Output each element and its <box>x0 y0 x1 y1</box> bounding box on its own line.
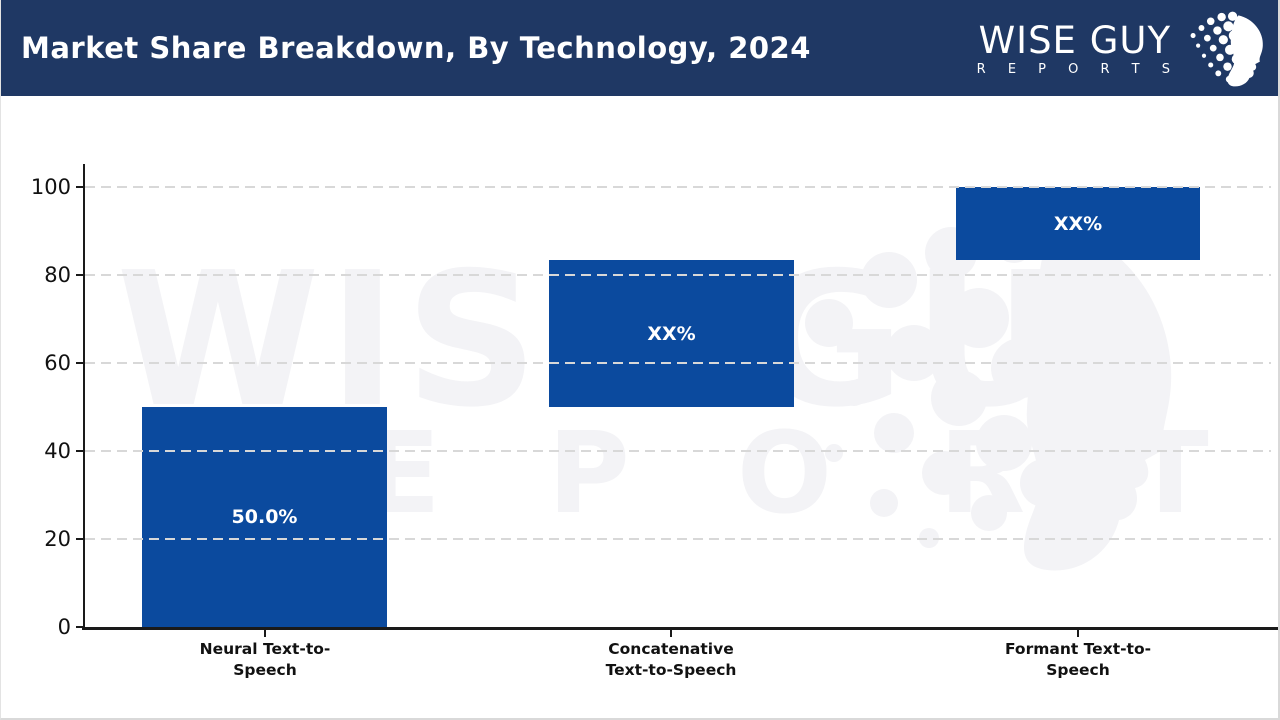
gridline-100 <box>85 186 1271 188</box>
bar-value-label: XX% <box>647 322 696 345</box>
y-tick <box>76 626 83 628</box>
x-axis-line <box>82 627 1278 630</box>
bar-value-label: 50.0% <box>231 506 298 528</box>
header-bar: Market Share Breakdown, By Technology, 2… <box>1 0 1278 96</box>
y-tick-label: 80 <box>44 263 71 287</box>
gridline-40 <box>85 450 1271 452</box>
x-tick <box>264 630 266 637</box>
gridline-20 <box>85 538 1271 540</box>
logo-subtitle: R E P O R T S <box>976 62 1179 77</box>
y-tick <box>76 186 83 188</box>
y-tick-label: 100 <box>30 175 71 199</box>
bar-value-label: XX% <box>1053 212 1103 235</box>
x-tick <box>1077 630 1079 637</box>
logo-text: WISE GUY R E P O R T S <box>971 19 1179 78</box>
y-tick <box>76 274 83 276</box>
y-tick <box>76 450 83 452</box>
y-tick <box>76 362 83 364</box>
bar-concatenative-tts: XX% <box>549 260 794 407</box>
bar-neural-tts: 50.0% <box>142 407 387 627</box>
page-title: Market Share Breakdown, By Technology, 2… <box>21 31 811 65</box>
y-tick <box>76 538 83 540</box>
x-category-label: Neural Text-to- Speech <box>199 640 331 679</box>
y-tick-label: 0 <box>57 615 71 639</box>
x-tick <box>670 630 672 637</box>
logo-face-icon <box>1190 11 1263 87</box>
y-tick-label: 40 <box>44 439 71 463</box>
y-tick-label: 20 <box>44 527 71 551</box>
logo-wordmark: WISE GUY <box>978 19 1172 62</box>
y-axis-line <box>83 164 85 628</box>
bar-formant-tts: XX% <box>956 187 1200 260</box>
y-tick-label: 60 <box>44 351 71 375</box>
x-category-label: Concatenative Text-to-Speech <box>605 640 737 679</box>
gridline-80 <box>85 274 1271 276</box>
logo: WISE GUY R E P O R T S <box>971 10 1267 88</box>
x-category-label: Formant Text-to- Speech <box>1004 640 1152 679</box>
gridline-60 <box>85 362 1271 364</box>
